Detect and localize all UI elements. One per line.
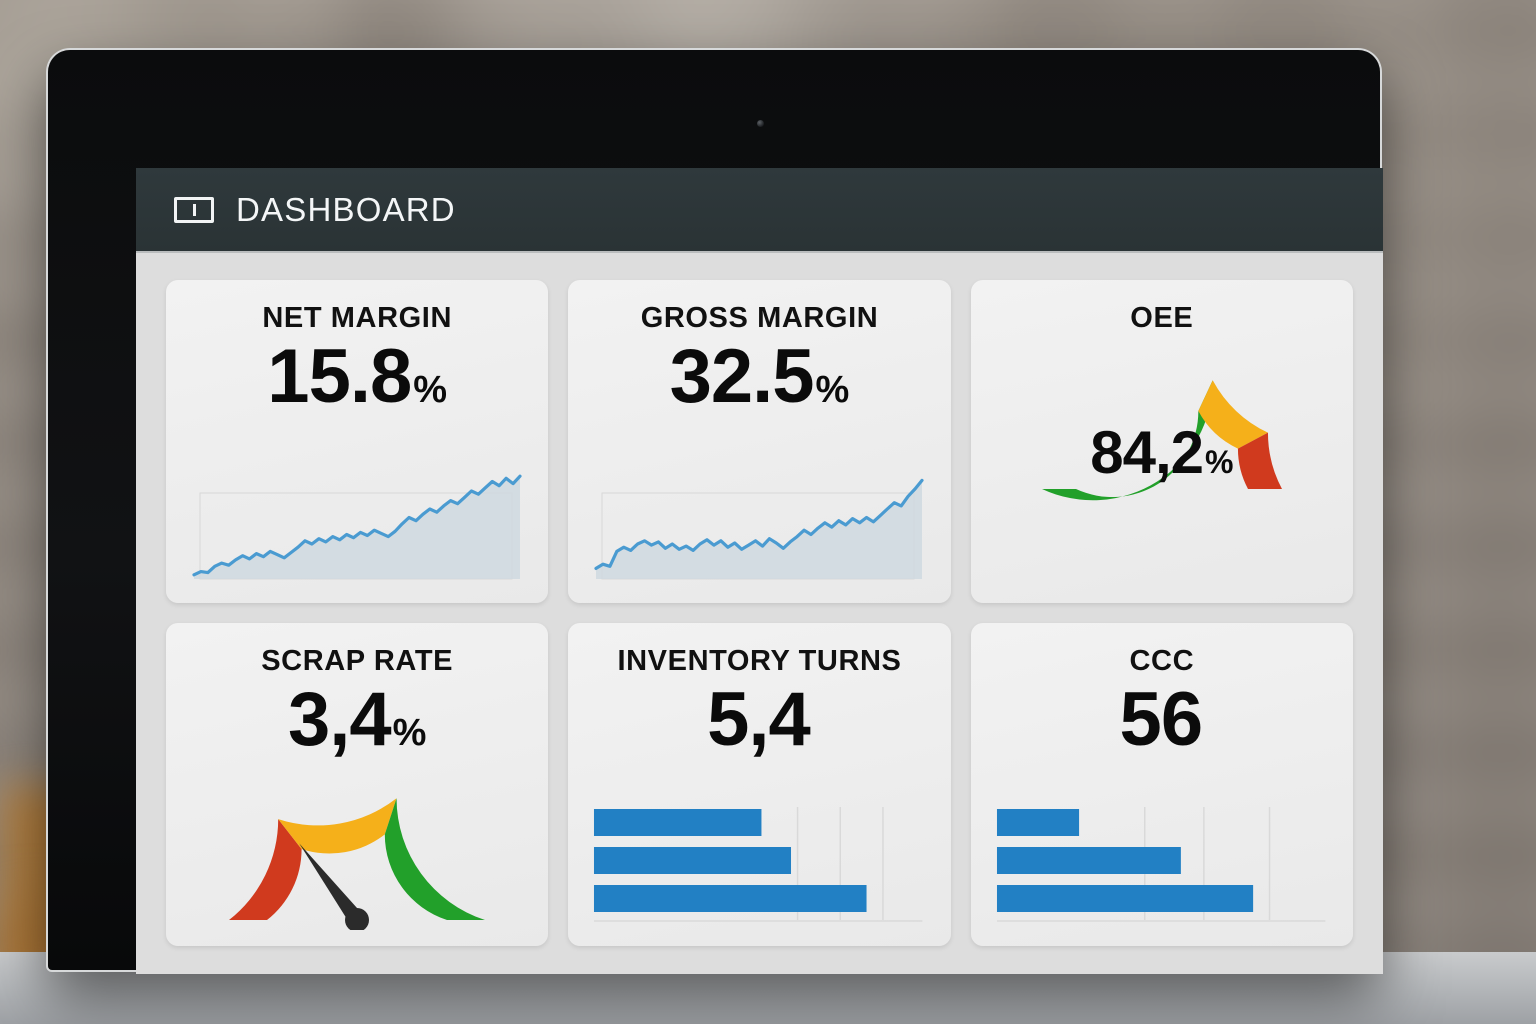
page-title: DASHBOARD: [236, 190, 456, 228]
webcam-icon: [757, 120, 764, 127]
card-value: 15.8 %: [267, 337, 447, 417]
sparkline-chart-gross-margin: [590, 417, 928, 587]
card-value: 32.5 %: [670, 337, 850, 417]
kpi-card-oee[interactable]: OEE 84,2 %: [970, 280, 1353, 603]
bar-chart-svg: [996, 807, 1326, 922]
arc-gauge-svg: [1041, 380, 1282, 501]
arc-gauge-oee: 84,2 %: [993, 335, 1331, 587]
card-value: 3,4 %: [288, 680, 426, 760]
needle-gauge-svg: [229, 798, 486, 930]
card-value-number: 3,4: [287, 677, 392, 762]
card-value-number: 56: [1119, 677, 1204, 762]
bar-chart-svg: [594, 807, 923, 922]
card-value-number: 5,4: [707, 677, 811, 762]
laptop-lid: DASHBOARD NET MARGIN 15.8 % GROSS MAR: [48, 50, 1383, 974]
card-value-number: 15.8: [267, 334, 412, 419]
needle-gauge-scrap-rate: [188, 760, 526, 930]
card-value-unit: %: [815, 369, 850, 411]
kpi-card-ccc[interactable]: CCC 56: [970, 623, 1353, 946]
bar-chart-ccc: [993, 760, 1331, 930]
kpi-card-gross-margin[interactable]: GROSS MARGIN 32.5 %: [568, 280, 951, 603]
kpi-card-inventory-turns[interactable]: INVENTORY TURNS 5,4: [568, 623, 951, 946]
card-value: 5,4: [707, 680, 812, 760]
sparkline-svg: [192, 474, 522, 580]
app-header: DASHBOARD: [136, 168, 1383, 253]
card-title: GROSS MARGIN: [640, 302, 879, 334]
card-title: SCRAP RATE: [261, 645, 454, 677]
kpi-card-scrap-rate[interactable]: SCRAP RATE 3,4 %: [166, 623, 549, 946]
card-value-number: 84,2: [1090, 419, 1204, 486]
card-title: NET MARGIN: [262, 302, 452, 334]
card-value-unit: %: [1204, 444, 1234, 480]
card-value-unit: %: [413, 369, 448, 411]
card-title: CCC: [1129, 645, 1195, 677]
card-value-unit: %: [392, 712, 427, 754]
sparkline-svg: [594, 478, 925, 580]
bar-chart-inventory-turns: [590, 760, 928, 930]
card-value-number: 32.5: [669, 334, 815, 419]
card-title: INVENTORY TURNS: [617, 645, 902, 677]
dashboard-panel-icon: [174, 196, 214, 223]
laptop-screen: DASHBOARD NET MARGIN 15.8 % GROSS MAR: [136, 168, 1383, 974]
kpi-card-grid: NET MARGIN 15.8 % GROSS MARGIN 32.5 %: [136, 253, 1383, 974]
kpi-card-net-margin[interactable]: NET MARGIN 15.8 %: [166, 280, 549, 603]
sparkline-chart-net-margin: [188, 417, 526, 587]
card-title: OEE: [1130, 302, 1194, 334]
card-value: 84,2 %: [1090, 421, 1233, 484]
card-value: 56: [1120, 680, 1205, 760]
